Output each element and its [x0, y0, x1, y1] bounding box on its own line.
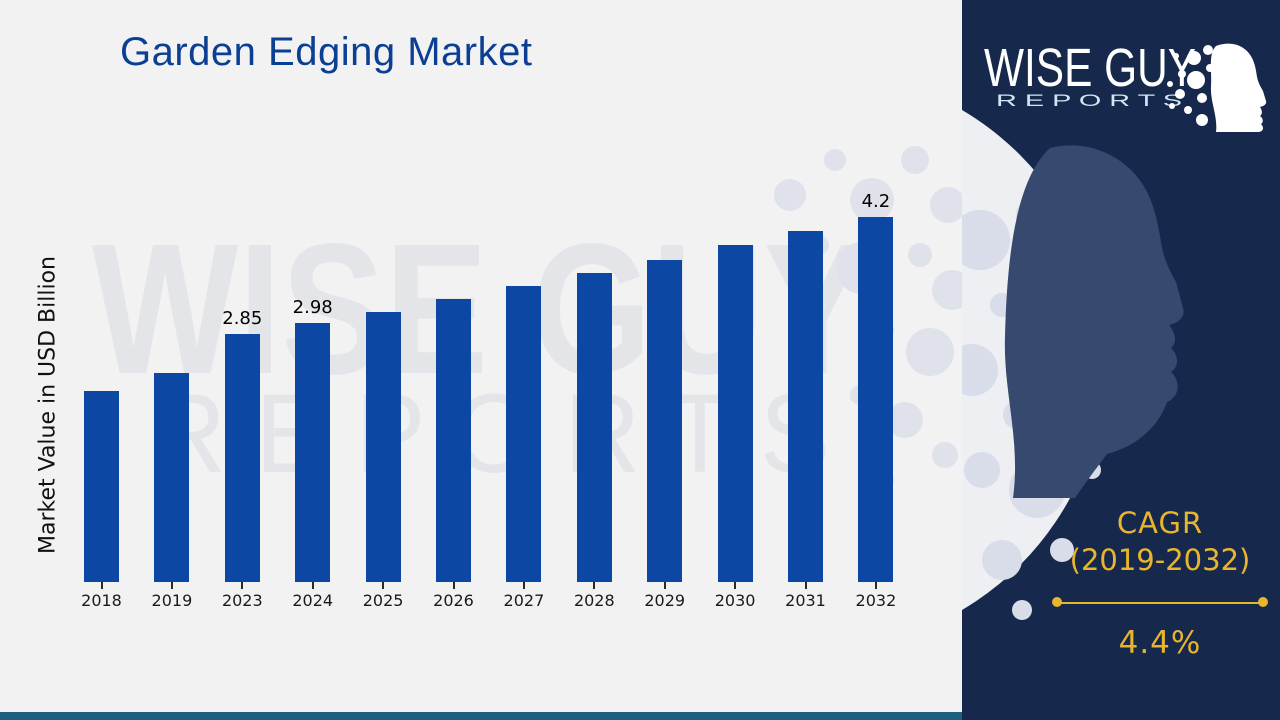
cagr-divider-dot-left: [1052, 597, 1062, 607]
bar-2031: [788, 231, 823, 582]
x-tick-label: 2027: [503, 591, 545, 610]
x-tick-label: 2029: [644, 591, 686, 610]
brand-panel: WISE GUY R E P O R T S CAGR (2019-2032): [962, 0, 1280, 720]
x-tick-label: 2025: [362, 591, 404, 610]
bar-2032: [858, 217, 894, 582]
cagr-value: 4.4%: [1118, 625, 1202, 661]
bar-2019: [154, 373, 190, 582]
x-tick-label: 2028: [573, 591, 615, 610]
x-tick-label: 2031: [785, 591, 826, 610]
x-tick-label: 2023: [221, 591, 263, 610]
bar-value-label: 2.98: [292, 297, 333, 318]
bar-value-label: 2.85: [222, 308, 263, 329]
bar-2030: [717, 245, 753, 582]
x-tick: [170, 582, 173, 589]
bar-2025: [365, 312, 401, 582]
x-tick: [382, 582, 385, 589]
logo-subtext: R E P O R T S: [996, 91, 1182, 110]
chart-area: WISE GUY R E P O R T S Garden Edging Mar…: [0, 30, 962, 720]
bar-value-label: 4.2: [861, 191, 891, 212]
x-tick-label: 2019: [151, 591, 193, 610]
x-tick: [804, 582, 807, 589]
bar-2029: [647, 260, 683, 582]
x-tick-label: 2030: [714, 591, 756, 610]
x-tick: [663, 582, 666, 589]
x-tick: [734, 582, 737, 589]
bar-2024: [295, 323, 331, 582]
x-tick: [452, 582, 455, 589]
bar-2027: [506, 286, 542, 582]
x-tick-label: 2024: [292, 591, 334, 610]
cagr-block: CAGR (2019-2032) 4.4%: [1048, 505, 1272, 661]
x-tick: [522, 582, 525, 589]
y-axis-label: Market Value in USD Billion: [35, 255, 61, 555]
logo-face-icon: [1167, 43, 1267, 132]
x-tick-label: 2026: [433, 591, 474, 610]
wise-guy-logo: WISE GUY R E P O R T S: [980, 36, 1272, 132]
x-tick-label: 2018: [81, 591, 122, 610]
cagr-range: (2019-2032): [1069, 543, 1251, 577]
cagr-title: CAGR: [1116, 506, 1204, 540]
x-tick: [311, 582, 314, 589]
cagr-divider: [1052, 597, 1268, 607]
x-tick: [100, 582, 103, 589]
bar-2028: [576, 273, 612, 582]
footer-strip: [0, 712, 962, 720]
bar-2026: [436, 299, 471, 582]
page-title: Garden Edging Market: [120, 30, 533, 74]
x-tick-label: 2032: [855, 591, 897, 610]
logo-wordmark: WISE GUY: [984, 38, 1196, 98]
bar-2018: [84, 391, 119, 582]
bar-2023: [224, 334, 260, 582]
cagr-divider-line: [1058, 602, 1262, 604]
x-tick: [241, 582, 244, 589]
x-tick: [874, 582, 877, 589]
x-tick: [593, 582, 596, 589]
cagr-divider-dot-right: [1258, 597, 1268, 607]
